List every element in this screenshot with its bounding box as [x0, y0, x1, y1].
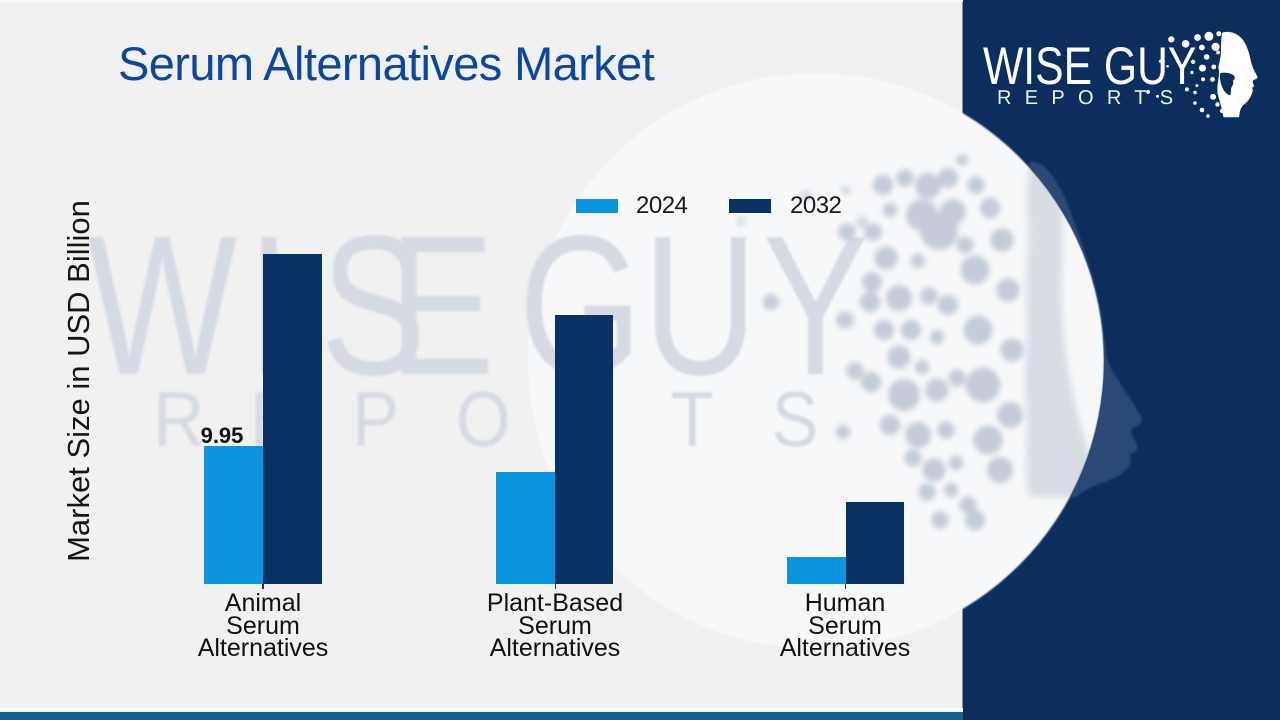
svg-text:WISE GUY: WISE GUY [983, 37, 1196, 96]
svg-text:REPORTS: REPORTS [997, 87, 1186, 109]
